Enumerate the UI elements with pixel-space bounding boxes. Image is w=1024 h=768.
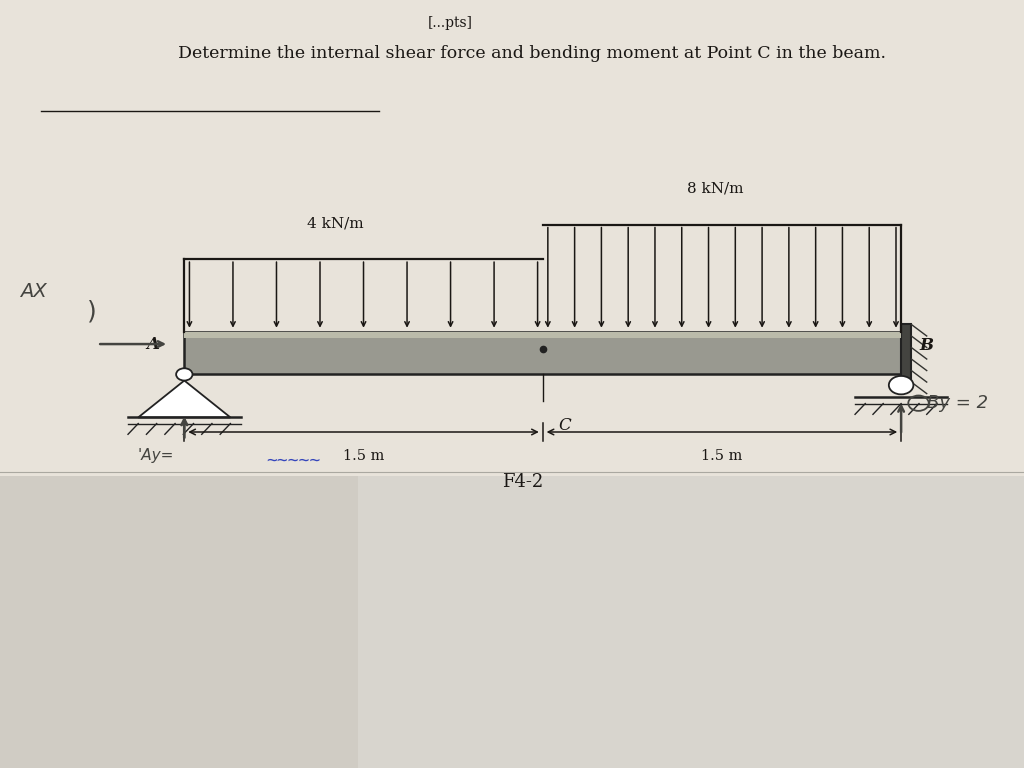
- Text: 4 kN/m: 4 kN/m: [306, 216, 364, 230]
- Bar: [901, 324, 911, 382]
- Bar: [184, 332, 901, 375]
- Text: C: C: [558, 416, 570, 434]
- Bar: [0, 0, 1024, 476]
- Text: 8 kN/m: 8 kN/m: [686, 181, 743, 195]
- Text: AX: AX: [20, 283, 47, 301]
- Circle shape: [176, 369, 193, 381]
- Text: ): ): [87, 299, 97, 323]
- Bar: [184, 332, 901, 338]
- Bar: [0, 476, 1024, 768]
- Text: 'Ay=: 'Ay=: [137, 448, 174, 463]
- Text: 1.5 m: 1.5 m: [701, 449, 742, 463]
- Text: A: A: [145, 336, 159, 353]
- Text: By = 2: By = 2: [927, 394, 988, 412]
- Text: F4-2: F4-2: [502, 473, 543, 491]
- Bar: [358, 476, 1024, 768]
- Text: ~~~~~: ~~~~~: [266, 452, 321, 470]
- Text: Determine the internal shear force and bending moment at Point C in the beam.: Determine the internal shear force and b…: [178, 45, 887, 62]
- Polygon shape: [138, 381, 230, 418]
- Circle shape: [889, 376, 913, 395]
- Text: 1.5 m: 1.5 m: [343, 449, 384, 463]
- Text: [...pts]: [...pts]: [428, 16, 473, 30]
- Text: B: B: [920, 337, 934, 354]
